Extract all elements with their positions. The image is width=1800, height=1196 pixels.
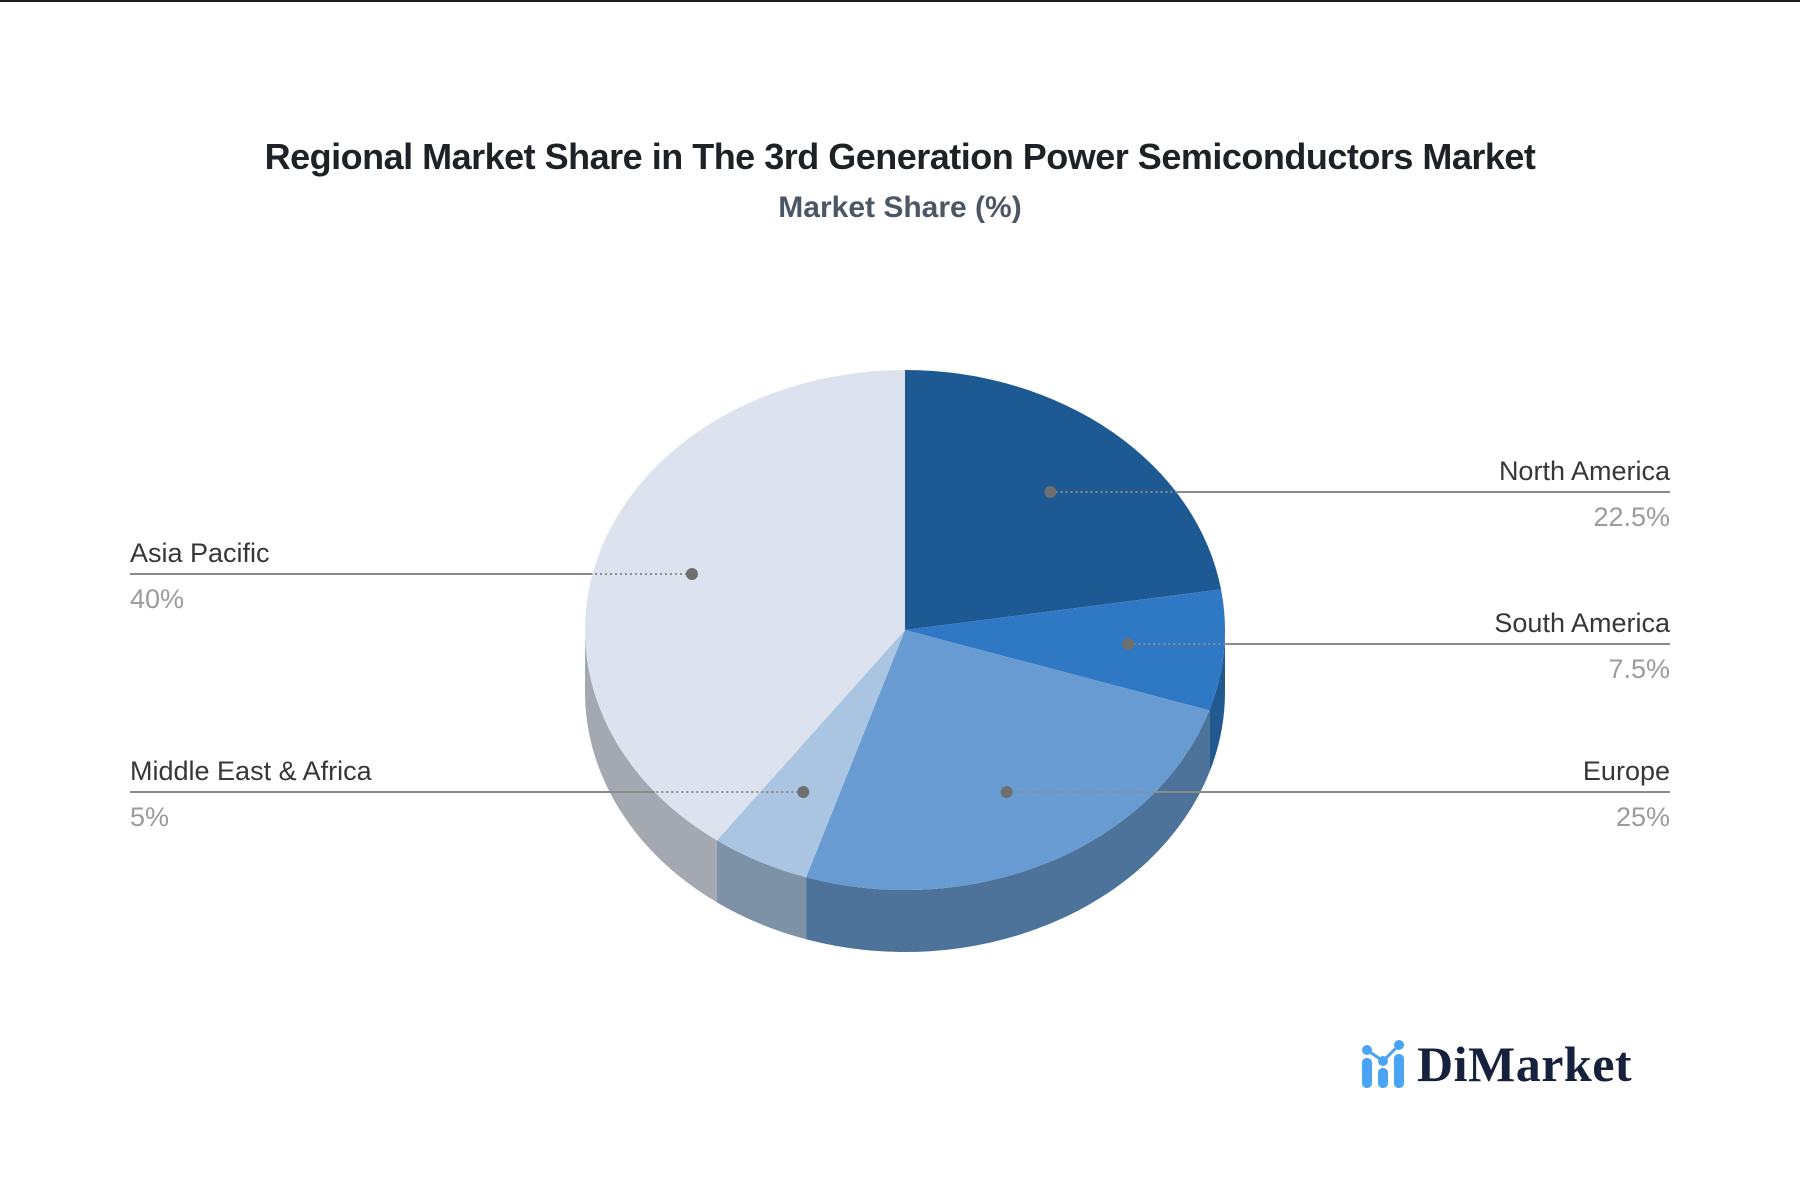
slice-label-asia-pacific: Asia Pacific: [130, 538, 270, 568]
slice-label-middle-east-africa: Middle East & Africa: [130, 756, 373, 786]
slice-value-middle-east-africa: 5%: [130, 802, 169, 832]
logo-bar-3: [1394, 1054, 1404, 1088]
pie-slice-side-europe: [806, 710, 1210, 953]
logo-bar-1: [1362, 1058, 1372, 1088]
pie-slice-south-america[interactable]: [905, 589, 1226, 711]
leader-dot-asia-pacific: [685, 568, 698, 580]
leader-dot-middle-east-africa: [797, 786, 810, 798]
leader-dot-north-america: [1044, 486, 1057, 498]
brand-name: DiMarket: [1417, 1036, 1633, 1092]
brand-logo: DiMarket: [1360, 1034, 1632, 1094]
pie-slice-north-america[interactable]: [905, 370, 1222, 630]
slice-label-north-america: North America: [1499, 456, 1671, 486]
pie-slice-asia-pacific[interactable]: [584, 370, 905, 841]
pie-slice-side-south-america: [1209, 630, 1225, 773]
slice-value-north-america: 22.5%: [1593, 502, 1670, 532]
slice-label-south-america: South America: [1494, 608, 1671, 638]
pie-slice-middle-east-africa[interactable]: [716, 630, 905, 878]
logo-bar-2: [1378, 1068, 1388, 1088]
chart-subtitle: Market Share (%): [778, 191, 1022, 224]
slice-value-europe: 25%: [1616, 802, 1670, 832]
slice-value-south-america: 7.5%: [1608, 654, 1670, 684]
leader-dot-south-america: [1122, 638, 1135, 650]
bar-chart-logo-icon: [1362, 1040, 1404, 1088]
slice-value-asia-pacific: 40%: [130, 584, 184, 614]
logo-dot-2: [1378, 1056, 1388, 1066]
logo-dot-3: [1394, 1040, 1404, 1050]
top-border-line: [0, 0, 1800, 2]
slice-label-europe: Europe: [1583, 756, 1670, 786]
pie-slice-side-asia-pacific: [585, 630, 717, 903]
pie-slice-side-middle-east-africa: [716, 840, 807, 940]
chart-title: Regional Market Share in The 3rd Generat…: [264, 136, 1536, 177]
pie-slice-europe[interactable]: [806, 630, 1210, 891]
logo-dot-1: [1362, 1045, 1372, 1055]
leader-dot-europe: [1000, 786, 1013, 798]
